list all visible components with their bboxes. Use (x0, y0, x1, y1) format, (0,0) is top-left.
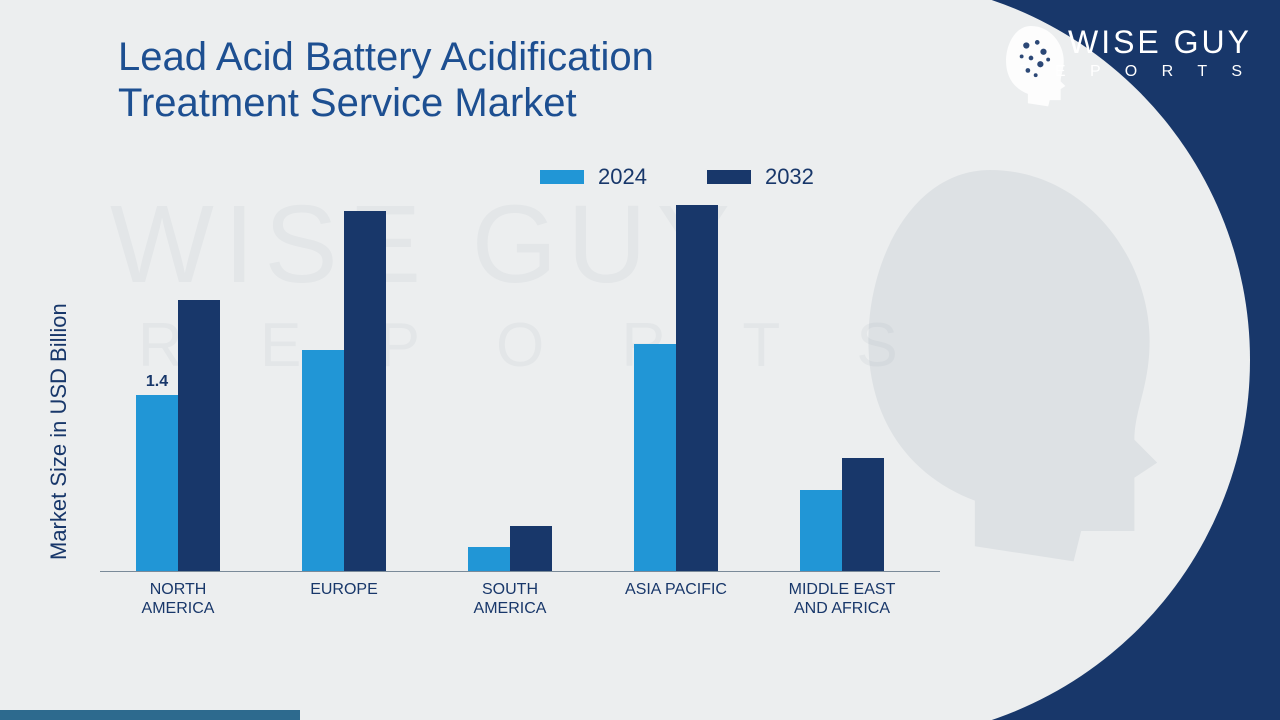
bar-series-b (510, 526, 552, 572)
bar-series-b (344, 211, 386, 572)
footer-accent-bar (0, 710, 300, 720)
bar-series-a (800, 490, 842, 572)
legend-swatch-2032 (707, 170, 751, 184)
x-axis-category-label: MIDDLE EAST AND AFRICA (782, 580, 902, 618)
bar-series-a (136, 395, 178, 572)
bar-series-a (634, 344, 676, 572)
x-axis-category-label: EUROPE (284, 580, 404, 599)
bar-series-b (178, 300, 220, 572)
bar-value-label: 1.4 (136, 373, 178, 391)
bar-series-b (842, 458, 884, 572)
y-axis-label: Market Size in USD Billion (46, 303, 72, 560)
legend-label-2032: 2032 (765, 164, 814, 190)
legend-swatch-2024 (540, 170, 584, 184)
legend: 2024 2032 (540, 164, 814, 190)
plot: 1.4 (100, 192, 940, 572)
bar-series-a (302, 350, 344, 572)
chart-plot-area: 1.4 (100, 192, 940, 572)
legend-item-2032: 2032 (707, 164, 814, 190)
brand-logo-head-icon (992, 22, 1070, 108)
chart-canvas: WISE GUY R E P O R T S WISE GUY R E P O … (0, 0, 1280, 720)
x-axis-category-label: ASIA PACIFIC (616, 580, 736, 599)
x-axis-category-label: NORTH AMERICA (118, 580, 238, 618)
bar-series-a (468, 547, 510, 572)
chart-title: Lead Acid Battery Acidification Treatmen… (118, 34, 758, 126)
legend-label-2024: 2024 (598, 164, 647, 190)
x-axis-category-label: SOUTH AMERICA (450, 580, 570, 618)
bar-series-b (676, 205, 718, 572)
x-axis-line (100, 571, 940, 572)
legend-item-2024: 2024 (540, 164, 647, 190)
